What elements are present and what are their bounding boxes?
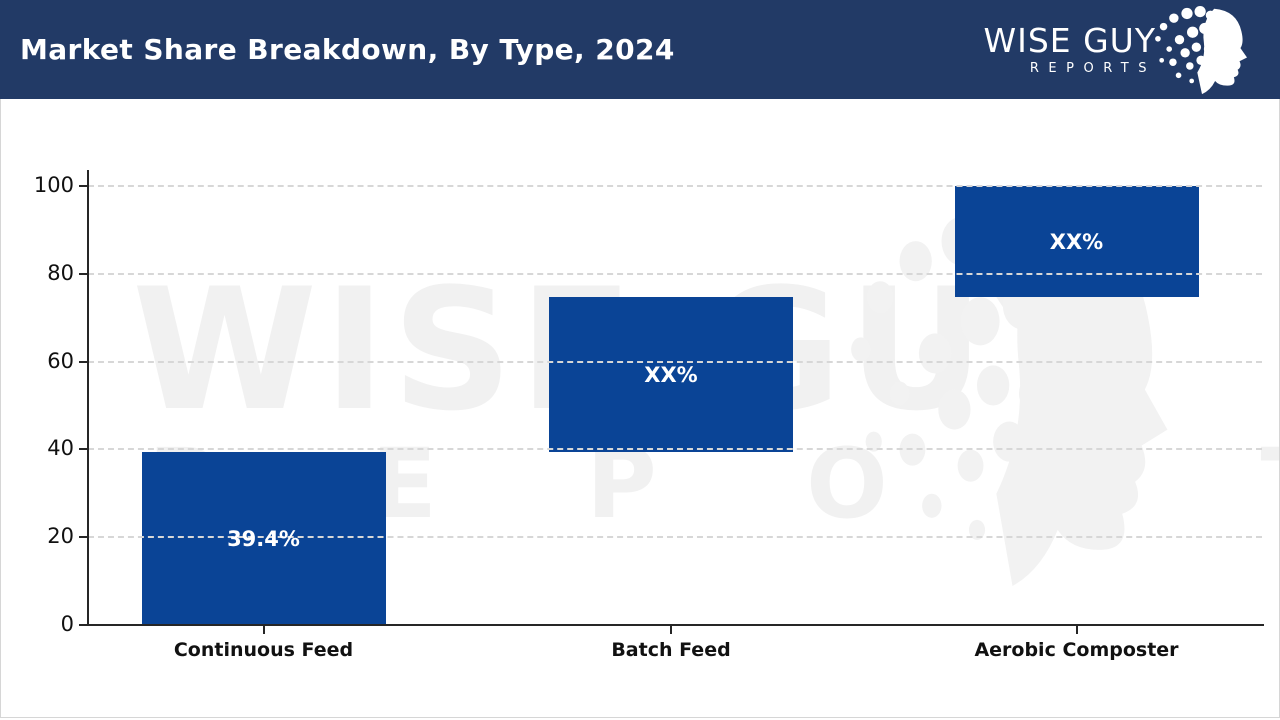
- y-tick-label: 0: [60, 612, 74, 636]
- y-tick-mark: [79, 360, 87, 363]
- bar-segment: [954, 186, 1199, 298]
- bar-value-label: 39.4%: [227, 526, 300, 551]
- x-tick-mark: [1075, 626, 1078, 634]
- bar-segment: [549, 297, 793, 453]
- bar-value-label: XX%: [1049, 229, 1104, 254]
- y-gridline: [88, 448, 1262, 451]
- y-tick-mark: [79, 185, 87, 187]
- x-tick-mark: [262, 626, 265, 634]
- x-category-label: Continuous Feed: [173, 639, 354, 661]
- brand-wordmark-line2: REPORTS: [1029, 61, 1156, 76]
- y-gridline: [88, 185, 1262, 187]
- y-tick-mark: [79, 624, 87, 626]
- page-title: Market Share Breakdown, By Type, 2024: [20, 33, 675, 66]
- x-axis-spine: [87, 624, 1264, 626]
- y-tick-label: 20: [47, 524, 74, 549]
- x-category-label: Aerobic Composter: [974, 639, 1179, 661]
- y-gridline: [88, 360, 1262, 363]
- brand-head-icon: [1155, 5, 1247, 94]
- y-tick-mark: [79, 536, 87, 539]
- y-tick-label: 80: [47, 260, 74, 285]
- y-tick-mark: [79, 272, 87, 275]
- brand-wordmark: WISE GUY REPORTS: [983, 24, 1156, 75]
- x-tick-mark: [670, 626, 672, 634]
- y-gridline: [88, 272, 1262, 275]
- brand-wordmark-line1: WISE GUY: [983, 21, 1156, 60]
- y-tick-mark: [79, 448, 87, 451]
- x-category-label: Batch Feed: [611, 639, 731, 661]
- y-gridline: [88, 536, 1262, 539]
- header-band: Market Share Breakdown, By Type, 2024 WI…: [0, 0, 1280, 99]
- brand-logo: WISE GUY REPORTS: [983, 5, 1254, 95]
- bar-value-label: XX%: [644, 362, 698, 387]
- y-tick-label: 40: [47, 436, 74, 461]
- y-tick-label: 100: [33, 173, 74, 197]
- y-axis-spine: [87, 170, 89, 626]
- bar-segment: [141, 452, 386, 625]
- y-tick-label: 60: [47, 348, 74, 373]
